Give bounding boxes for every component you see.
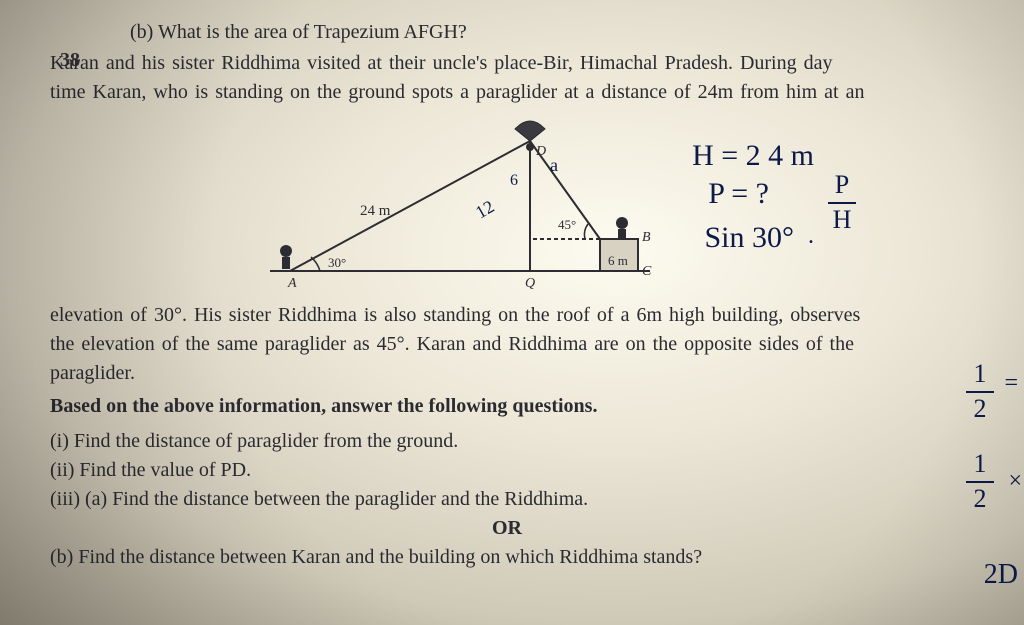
hand-P-eq: P = ?: [708, 177, 769, 210]
sub-question-b: (b) What is the area of Trapezium AFGH?: [130, 18, 964, 47]
fig-len-24: 24 m: [360, 203, 391, 219]
fig-ang-30: 30°: [328, 255, 346, 270]
fig-ang-45: 45°: [558, 217, 576, 232]
hand-H-eq: H = 2 4 m: [692, 139, 814, 172]
hand-frac-a-num: 1: [974, 360, 987, 389]
q38-text-line1: Karan and his sister Riddhima visited at…: [50, 49, 964, 78]
fig-label-Q: Q: [525, 276, 535, 291]
hand-mult: ×: [1008, 468, 1022, 494]
sub-q-iii-b: (b) Find the distance between Karan and …: [50, 543, 964, 572]
hand-frac-b-num: 1: [974, 450, 987, 479]
fig-len-6: 6 m: [608, 253, 628, 268]
hand-frac-a-bar: [966, 391, 994, 393]
hand-dot: .: [808, 223, 814, 249]
hand-frac-H: H: [833, 206, 852, 235]
q38-text-line4: the elevation of the same paraglider as …: [50, 330, 964, 359]
or-divider: OR: [50, 514, 964, 543]
q38-text-line5: paraglider.: [50, 359, 964, 388]
q38-text-line3: elevation of 30°. His sister Riddhima is…: [50, 301, 964, 330]
hand-frac-bar: [828, 202, 856, 204]
hand-2d: 2D: [984, 560, 1018, 591]
diagram: A B C D Q 24 m 6 m 30° 45° 12 6 a: [250, 111, 710, 291]
hand-frac-b-bar: [966, 481, 994, 483]
hand-eq: =: [1004, 370, 1018, 396]
hand-len-12: 12: [472, 196, 498, 222]
fig-label-C: C: [642, 264, 652, 279]
fig-label-A: A: [287, 276, 297, 291]
hand-frac-1-2-b: 1 2: [966, 450, 994, 513]
hand-a-label: a: [550, 155, 558, 175]
hand-sin30: Sin 30°: [704, 221, 794, 254]
hand-frac-a-den: 2: [974, 395, 987, 424]
sub-q-i: (i) Find the distance of paraglider from…: [50, 427, 964, 456]
fig-ang-60: 6: [510, 172, 518, 189]
sub-q-ii: (ii) Find the value of PD.: [50, 456, 964, 485]
hand-frac-b-den: 2: [974, 485, 987, 514]
hand-frac-1-2-a: 1 2: [966, 360, 994, 423]
fig-label-D: D: [535, 144, 546, 159]
fig-label-B: B: [642, 230, 651, 245]
sub-q-iii: (iii) (a) Find the distance between the …: [50, 485, 964, 514]
based-on-heading: Based on the above information, answer t…: [50, 392, 964, 421]
hand-P-over-H: P H: [828, 171, 856, 234]
q38-text-line2: time Karan, who is standing on the groun…: [50, 78, 964, 107]
question-number-38: 38: [60, 49, 80, 72]
hand-frac-P: P: [835, 171, 849, 200]
